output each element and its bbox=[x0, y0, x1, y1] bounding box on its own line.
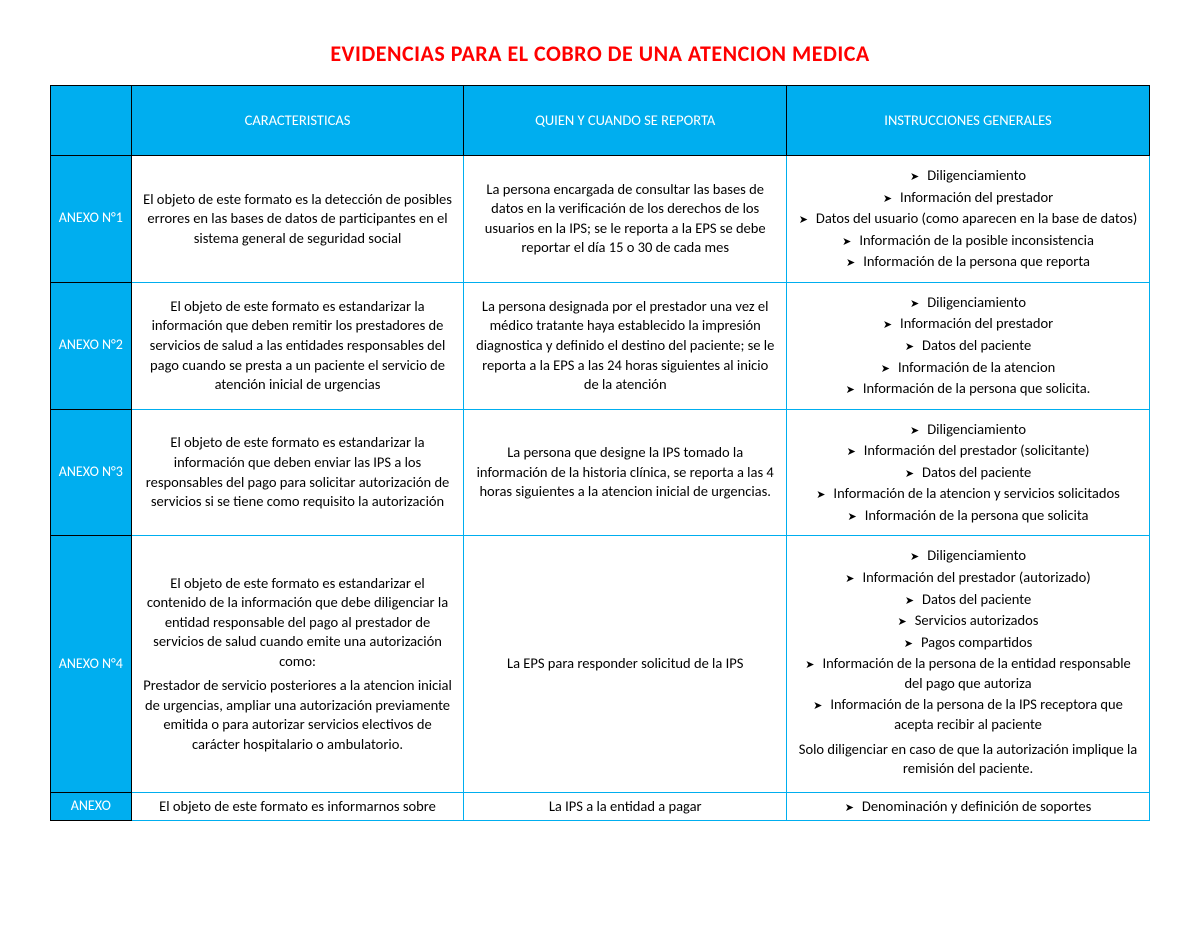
instr-item: Diligenciamiento bbox=[797, 166, 1139, 186]
instr-note: Solo diligenciar en caso de que la autor… bbox=[797, 740, 1139, 779]
instr-item: Información del prestador bbox=[797, 314, 1139, 334]
cell-instrucciones: Diligenciamiento Información del prestad… bbox=[787, 409, 1150, 536]
instr-item: Información de la persona que reporta bbox=[797, 252, 1139, 272]
header-empty bbox=[51, 86, 132, 156]
instr-item: Datos del paciente bbox=[797, 336, 1139, 356]
carac-para: El objeto de este formato es estandariza… bbox=[142, 574, 454, 672]
table-row: ANEXO N°2 El objeto de este formato es e… bbox=[51, 282, 1150, 409]
header-instrucciones: INSTRUCCIONES GENERALES bbox=[787, 86, 1150, 156]
table-header-row: CARACTERISTICAS QUIEN Y CUANDO SE REPORT… bbox=[51, 86, 1150, 156]
header-caracteristicas: CARACTERISTICAS bbox=[131, 86, 464, 156]
cell-caracteristicas: El objeto de este formato es estandariza… bbox=[131, 282, 464, 409]
instr-item: Información de la persona de la entidad … bbox=[797, 654, 1139, 693]
cell-quien: La persona designada por el prestador un… bbox=[464, 282, 787, 409]
instr-item: Información del prestador bbox=[797, 188, 1139, 208]
row-label: ANEXO N°3 bbox=[51, 409, 132, 536]
evidencias-table: CARACTERISTICAS QUIEN Y CUANDO SE REPORT… bbox=[50, 85, 1150, 821]
row-label: ANEXO N°1 bbox=[51, 156, 132, 283]
cell-caracteristicas: El objeto de este formato es estandariza… bbox=[131, 536, 464, 792]
row-label: ANEXO N°4 bbox=[51, 536, 132, 792]
instr-item: Información de la atencion bbox=[797, 358, 1139, 378]
instr-item: Información del prestador (autorizado) bbox=[797, 568, 1139, 588]
instr-item: Pagos compartidos bbox=[797, 633, 1139, 653]
cell-instrucciones: Diligenciamiento Información del prestad… bbox=[787, 282, 1150, 409]
cell-caracteristicas: El objeto de este formato es informarnos… bbox=[131, 792, 464, 821]
table-row: ANEXO El objeto de este formato es infor… bbox=[51, 792, 1150, 821]
instr-item: Información de la persona de la IPS rece… bbox=[797, 695, 1139, 734]
instr-item: Datos del usuario (como aparecen en la b… bbox=[797, 209, 1139, 229]
instr-item: Diligenciamiento bbox=[797, 293, 1139, 313]
cell-caracteristicas: El objeto de este formato es estandariza… bbox=[131, 409, 464, 536]
instr-item: Información del prestador (solicitante) bbox=[797, 441, 1139, 461]
row-label: ANEXO bbox=[51, 792, 132, 821]
header-quien: QUIEN Y CUANDO SE REPORTA bbox=[464, 86, 787, 156]
instr-item: Información de la persona que solicita bbox=[797, 506, 1139, 526]
page-title: EVIDENCIAS PARA EL COBRO DE UNA ATENCION… bbox=[50, 40, 1150, 67]
cell-instrucciones: Diligenciamiento Información del prestad… bbox=[787, 156, 1150, 283]
instr-item: Datos del paciente bbox=[797, 463, 1139, 483]
cell-quien: La persona que designe la IPS tomado la … bbox=[464, 409, 787, 536]
cell-instrucciones: Diligenciamiento Información del prestad… bbox=[787, 536, 1150, 792]
instr-item: Datos del paciente bbox=[797, 590, 1139, 610]
cell-caracteristicas: El objeto de este formato es la detecció… bbox=[131, 156, 464, 283]
table-row: ANEXO N°3 El objeto de este formato es e… bbox=[51, 409, 1150, 536]
cell-quien: La persona encargada de consultar las ba… bbox=[464, 156, 787, 283]
row-label: ANEXO N°2 bbox=[51, 282, 132, 409]
instr-item: Información de la atencion y servicios s… bbox=[797, 484, 1139, 504]
table-row: ANEXO N°4 El objeto de este formato es e… bbox=[51, 536, 1150, 792]
table-row: ANEXO N°1 El objeto de este formato es l… bbox=[51, 156, 1150, 283]
carac-para: Prestador de servicio posteriores a la a… bbox=[142, 676, 454, 754]
instr-item: Diligenciamiento bbox=[797, 546, 1139, 566]
instr-item: Denominación y definición de soportes bbox=[797, 797, 1139, 817]
instr-item: Diligenciamiento bbox=[797, 420, 1139, 440]
cell-quien: La EPS para responder solicitud de la IP… bbox=[464, 536, 787, 792]
instr-item: Información de la persona que solicita. bbox=[797, 379, 1139, 399]
instr-item: Información de la posible inconsistencia bbox=[797, 231, 1139, 251]
instr-item: Servicios autorizados bbox=[797, 611, 1139, 631]
cell-quien: La IPS a la entidad a pagar bbox=[464, 792, 787, 821]
cell-instrucciones: Denominación y definición de soportes bbox=[787, 792, 1150, 821]
